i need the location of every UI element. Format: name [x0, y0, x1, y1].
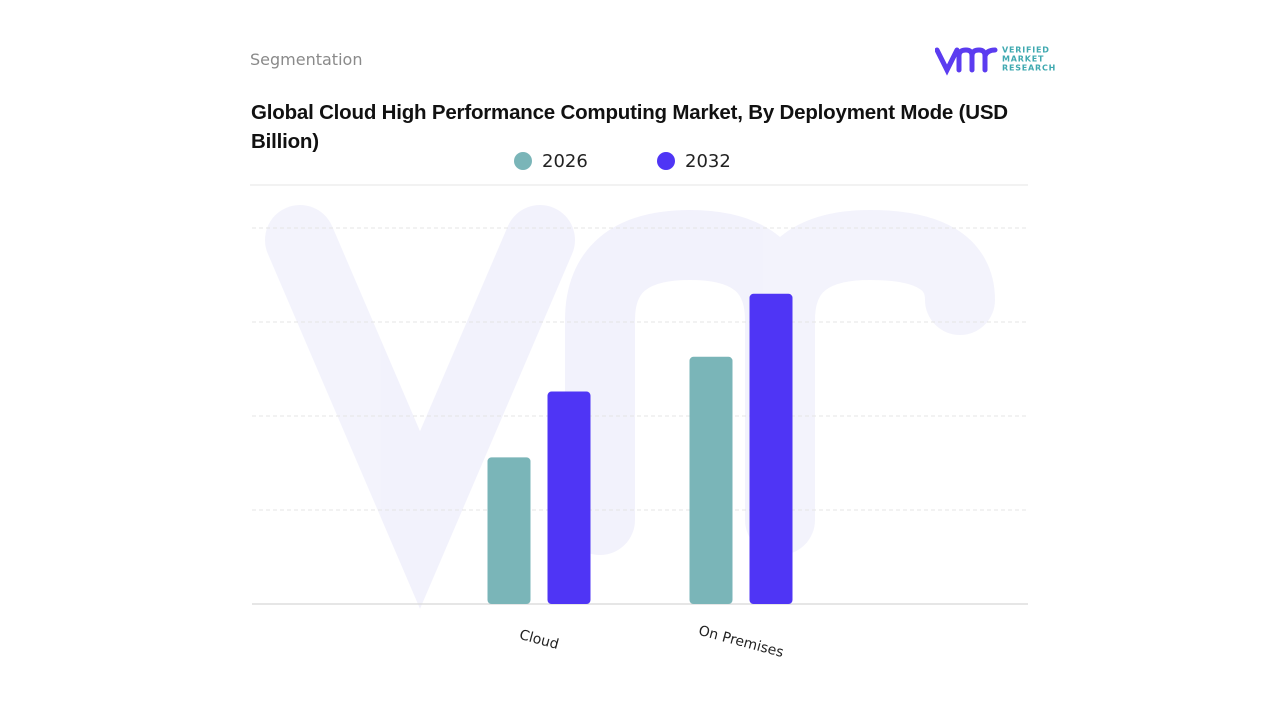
bar: [547, 391, 591, 604]
chart-title: Global Cloud High Performance Computing …: [251, 101, 1008, 153]
logo-text: RESEARCH: [1002, 64, 1056, 73]
section-label: Segmentation: [250, 50, 363, 69]
watermark: [265, 205, 995, 609]
logo-text: VERIFIED: [1002, 46, 1050, 55]
x-tick-label: On Premises: [697, 623, 786, 661]
bar: [487, 457, 531, 604]
logo-text: MARKET: [1002, 55, 1044, 64]
legend-label: 2032: [685, 151, 731, 172]
legend-label: 2026: [542, 151, 588, 172]
logo: VERIFIED MARKET RESEARCH: [935, 46, 1056, 76]
bar: [689, 356, 733, 604]
legend-marker: [514, 152, 532, 170]
bar: [749, 293, 793, 604]
x-tick-label: Cloud: [518, 627, 561, 653]
legend-marker: [657, 152, 675, 170]
logo-mark: [935, 47, 998, 76]
